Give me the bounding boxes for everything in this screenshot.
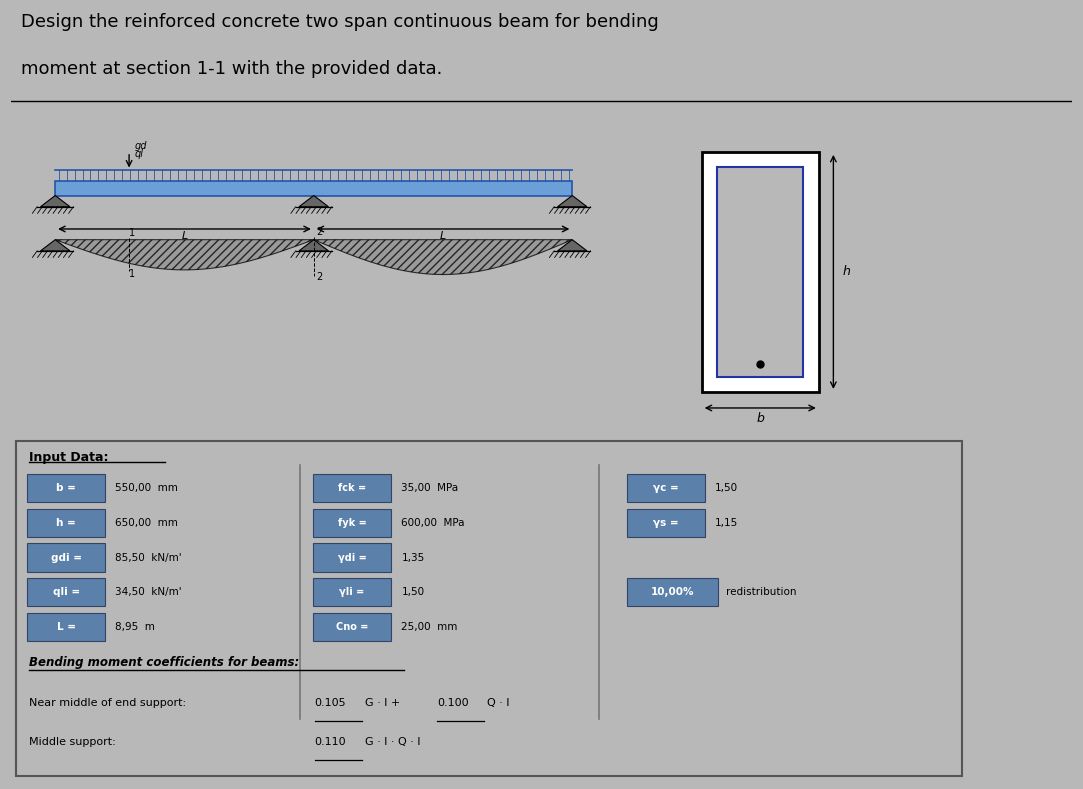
Text: 85,50  kN/m': 85,50 kN/m' <box>116 552 182 563</box>
FancyBboxPatch shape <box>627 578 718 607</box>
Text: 1,35: 1,35 <box>402 552 425 563</box>
FancyBboxPatch shape <box>27 474 105 503</box>
Text: 1,50: 1,50 <box>402 587 425 597</box>
Text: h: h <box>843 265 850 279</box>
Text: Cno =: Cno = <box>336 622 368 632</box>
FancyBboxPatch shape <box>313 509 391 537</box>
Text: 1: 1 <box>129 269 135 279</box>
Text: γdi =: γdi = <box>338 552 366 563</box>
Bar <box>702 152 819 392</box>
FancyBboxPatch shape <box>27 578 105 607</box>
Text: 600,00  MPa: 600,00 MPa <box>402 518 465 528</box>
Text: Near middle of end support:: Near middle of end support: <box>29 697 186 708</box>
FancyBboxPatch shape <box>313 578 391 607</box>
Text: 8,95  m: 8,95 m <box>116 622 155 632</box>
Text: Bending moment coefficients for beams:: Bending moment coefficients for beams: <box>29 656 299 668</box>
Polygon shape <box>558 196 587 207</box>
Text: 34,50  kN/m': 34,50 kN/m' <box>116 587 182 597</box>
Bar <box>55 181 572 196</box>
Text: 650,00  mm: 650,00 mm <box>116 518 179 528</box>
Text: Q · l: Q · l <box>487 697 510 708</box>
Text: redistribution: redistribution <box>727 587 797 597</box>
Polygon shape <box>55 240 314 270</box>
Text: Input Data:: Input Data: <box>29 451 108 464</box>
Text: 0.105: 0.105 <box>315 697 347 708</box>
Polygon shape <box>40 196 70 207</box>
Text: 10,00%: 10,00% <box>651 587 694 597</box>
Polygon shape <box>40 240 70 251</box>
FancyBboxPatch shape <box>27 509 105 537</box>
Text: qli =: qli = <box>53 587 80 597</box>
Bar <box>717 166 804 377</box>
Text: fyk =: fyk = <box>338 518 366 528</box>
Text: 0.110: 0.110 <box>315 737 347 746</box>
Text: L: L <box>440 231 446 241</box>
Text: 35,00  MPa: 35,00 MPa <box>402 483 458 493</box>
Text: γs =: γs = <box>653 518 679 528</box>
Text: gd: gd <box>134 141 147 151</box>
Text: Design the reinforced concrete two span continuous beam for bending: Design the reinforced concrete two span … <box>22 13 660 31</box>
FancyBboxPatch shape <box>27 544 105 572</box>
Text: 550,00  mm: 550,00 mm <box>116 483 179 493</box>
Text: ql: ql <box>134 149 143 159</box>
Text: L =: L = <box>56 622 76 632</box>
FancyBboxPatch shape <box>313 474 391 503</box>
Text: gdi =: gdi = <box>51 552 81 563</box>
FancyBboxPatch shape <box>27 613 105 641</box>
Text: G · l · Q · l: G · l · Q · l <box>365 737 420 746</box>
FancyBboxPatch shape <box>627 474 705 503</box>
Text: L: L <box>181 231 187 241</box>
Text: b =: b = <box>56 483 76 493</box>
Text: 2: 2 <box>316 272 323 282</box>
Text: γc =: γc = <box>653 483 679 493</box>
Polygon shape <box>299 240 328 251</box>
Text: b: b <box>756 412 765 424</box>
Text: fck =: fck = <box>338 483 366 493</box>
Polygon shape <box>558 240 587 251</box>
Text: 1,50: 1,50 <box>715 483 739 493</box>
FancyBboxPatch shape <box>313 544 391 572</box>
Text: Middle support:: Middle support: <box>29 737 116 746</box>
Text: 1: 1 <box>129 228 135 238</box>
Text: γli =: γli = <box>339 587 365 597</box>
Text: moment at section 1-1 with the provided data.: moment at section 1-1 with the provided … <box>22 60 443 78</box>
Text: 25,00  mm: 25,00 mm <box>402 622 458 632</box>
Text: 2: 2 <box>316 227 323 237</box>
FancyBboxPatch shape <box>313 613 391 641</box>
Text: 0.100: 0.100 <box>438 697 469 708</box>
Text: h =: h = <box>56 518 76 528</box>
Polygon shape <box>299 196 328 207</box>
Text: G · l +: G · l + <box>365 697 400 708</box>
Polygon shape <box>314 240 572 275</box>
FancyBboxPatch shape <box>627 509 705 537</box>
Text: 1,15: 1,15 <box>715 518 739 528</box>
